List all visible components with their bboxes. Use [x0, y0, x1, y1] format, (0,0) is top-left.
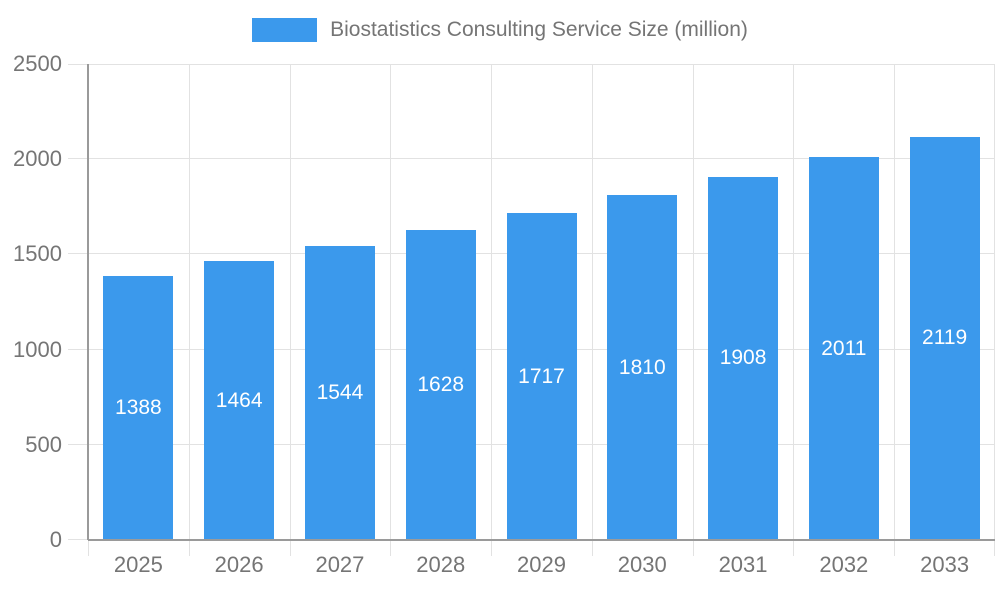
y-axis-label-500: 500: [25, 431, 62, 457]
x-axis-label-2026: 2026: [214, 552, 264, 577]
bar-2030[interactable]: 1810: [607, 195, 678, 540]
bar-value-label-2031: 1908: [719, 346, 767, 370]
y-axis-label-2000: 2000: [13, 146, 62, 172]
y-axis-label-0: 0: [49, 527, 62, 552]
x-axis-label-2033: 2033: [920, 552, 970, 577]
x-axis-label-2029: 2029: [517, 552, 566, 577]
bar-value-label-2030: 1810: [618, 355, 666, 379]
bar-value-label-2029: 1717: [518, 364, 565, 388]
x-axis-label-2025: 2025: [113, 552, 163, 577]
v-gridline-2: [290, 64, 291, 556]
v-gridline-7: [793, 64, 794, 556]
y-axis-label-1500: 1500: [13, 241, 62, 267]
v-gridline-5: [592, 64, 593, 556]
v-gridline-3: [390, 64, 391, 556]
v-gridline-9: [994, 64, 995, 556]
bar-2033[interactable]: 2119: [909, 136, 980, 540]
bar-value-label-2026: 1464: [215, 388, 263, 412]
v-gridline-8: [894, 64, 895, 556]
plot-area: 1388 1464 1544 1628 1717 1810 1908 2011 2119: [68, 64, 995, 556]
bar-2028[interactable]: 1628: [405, 230, 476, 540]
x-axis-label-2032: 2032: [819, 552, 869, 577]
chart-legend: Biostatistics Consulting Service Size (m…: [0, 18, 1000, 42]
y-axis-line: [87, 64, 89, 540]
bar-2032[interactable]: 2011: [808, 157, 879, 540]
v-gridline-4: [491, 64, 492, 556]
y-axis-label-2500: 2500: [13, 51, 62, 76]
x-axis-label-2028: 2028: [416, 552, 466, 577]
legend-label[interactable]: Biostatistics Consulting Service Size (m…: [330, 18, 748, 41]
x-axis-line: [88, 539, 995, 541]
x-axis-label-2027: 2027: [315, 552, 365, 577]
bar-2031[interactable]: 1908: [708, 176, 779, 540]
h-gridline-2000: [68, 158, 995, 159]
bar-2026[interactable]: 1464: [204, 261, 275, 540]
v-gridline-6: [693, 64, 694, 556]
y-axis-label-1000: 1000: [13, 336, 62, 362]
v-gridline-1: [189, 64, 190, 556]
bar-value-label-2032: 2011: [821, 336, 867, 360]
bar-value-label-2027: 1544: [316, 381, 364, 405]
x-axis-label-2030: 2030: [617, 552, 667, 577]
legend-swatch[interactable]: [252, 18, 318, 42]
h-gridline-2500: [68, 64, 995, 65]
bar-2025[interactable]: 1388: [103, 275, 174, 540]
bar-value-label-2033: 2119: [922, 326, 968, 350]
bar-2027[interactable]: 1544: [304, 246, 375, 540]
bar-value-label-2028: 1628: [417, 373, 465, 397]
bar-value-label-2025: 1388: [115, 395, 162, 419]
bar-2029[interactable]: 1717: [506, 213, 577, 540]
x-axis-label-2031: 2031: [718, 552, 768, 577]
